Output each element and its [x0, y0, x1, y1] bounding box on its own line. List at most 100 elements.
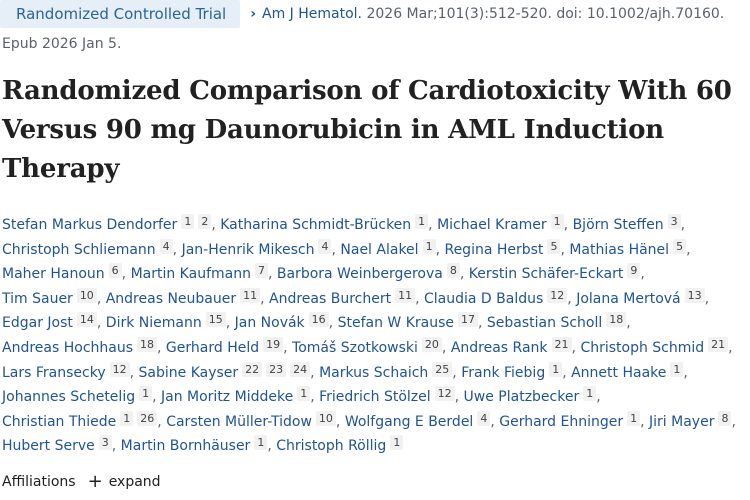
author-name-link[interactable]: Jan Moritz Middeke	[161, 389, 294, 406]
affiliation-ref-button[interactable]: 13	[684, 287, 705, 303]
affiliation-ref-button[interactable]: 10	[76, 287, 97, 303]
author-name-link[interactable]: Edgar Jost	[2, 315, 73, 332]
author-name-link[interactable]: Sebastian Scholl	[486, 315, 603, 332]
author-name-link[interactable]: Martin Kaufmann	[130, 266, 251, 283]
affiliation-ref-button[interactable]: 21	[551, 336, 572, 352]
author-name-link[interactable]: Martin Bornhäuser	[120, 438, 251, 455]
affiliation-ref-button[interactable]: 8	[446, 263, 460, 279]
affiliation-ref-button[interactable]: 11	[395, 287, 416, 303]
author-name-link[interactable]: Jan-Henrik Mikesch	[181, 241, 315, 258]
affiliation-ref-button[interactable]: 4	[318, 238, 332, 254]
affiliation-ref-button[interactable]: 1	[583, 386, 597, 402]
affiliation-ref-button[interactable]: 25	[432, 361, 453, 377]
affiliation-ref-button[interactable]: 6	[108, 263, 122, 279]
author-name-link[interactable]: Barbora Weinbergerova	[276, 266, 443, 283]
affiliation-ref-button[interactable]: 14	[76, 312, 97, 328]
affiliation-ref-button[interactable]: 1	[670, 361, 684, 377]
affiliation-ref-button[interactable]: 20	[421, 336, 442, 352]
author-name-link[interactable]: Gerhard Held	[165, 339, 260, 356]
affiliation-ref-button[interactable]: 8	[718, 410, 732, 426]
author-name-link[interactable]: Andreas Neubauer	[105, 290, 237, 307]
author-name-link[interactable]: Jolana Mertová	[576, 290, 681, 307]
affiliation-ref-button[interactable]: 19	[263, 336, 284, 352]
author-name-link[interactable]: Jiri Mayer	[649, 413, 715, 430]
affiliation-ref-button[interactable]: 24	[290, 361, 311, 377]
author-name-link[interactable]: Claudia D Baldus	[424, 290, 544, 307]
author-name-link[interactable]: Carsten Müller-Tidow	[166, 413, 312, 430]
affiliation-ref-button[interactable]: 4	[477, 410, 491, 426]
affiliation-ref-button[interactable]: 1	[627, 410, 641, 426]
author-name-link[interactable]: Mathias Hänel	[569, 241, 670, 258]
author-name-link[interactable]: Markus Schaich	[319, 364, 429, 381]
affiliation-ref-button[interactable]: 1	[181, 214, 195, 229]
author-name-link[interactable]: Lars Fransecky	[2, 364, 106, 381]
author-name-link[interactable]: Andreas Rank	[450, 339, 548, 356]
journal-link[interactable]: Am J Hematol.	[262, 6, 363, 22]
author-name-link[interactable]: Uwe Platzbecker	[463, 389, 580, 406]
author-name-link[interactable]: Kerstin Schäfer-Eckart	[468, 266, 624, 283]
author-name-link[interactable]: Wolfgang E Berdel	[344, 413, 474, 430]
affiliation-ref-button[interactable]: 1	[390, 435, 404, 451]
affiliation-ref-button[interactable]: 22	[242, 361, 263, 377]
author-name-link[interactable]: Tim Sauer	[2, 290, 73, 307]
author-item: Carsten Müller-Tidow 10,	[166, 410, 340, 430]
author-name-link[interactable]: Christoph Röllig	[276, 438, 387, 455]
affiliation-ref-button[interactable]: 17	[458, 312, 478, 328]
affiliation-ref-button[interactable]: 18	[606, 312, 627, 328]
author-separator: ,	[267, 438, 272, 455]
affiliation-ref-button[interactable]: 1	[415, 214, 429, 229]
affiliation-ref-button[interactable]: 12	[434, 386, 455, 402]
author-name-link[interactable]: Friedrich Stölzel	[319, 389, 431, 406]
affiliation-ref-button[interactable]: 1	[422, 238, 436, 254]
author-separator: ,	[640, 266, 645, 283]
affiliation-ref-button[interactable]: 12	[547, 287, 568, 303]
author-name-link[interactable]: Sabine Kayser	[138, 364, 239, 381]
affiliation-ref-button[interactable]: 1	[254, 435, 268, 451]
affiliation-ref-button[interactable]: 4	[159, 238, 173, 254]
affiliation-ref-button[interactable]: 9	[627, 263, 641, 279]
author-name-link[interactable]: Jan Novák	[234, 315, 305, 332]
affiliation-ref-button[interactable]: 5	[547, 238, 561, 254]
author-name-link[interactable]: Annett Haake	[571, 364, 667, 381]
author-name-link[interactable]: Andreas Burchert	[269, 290, 392, 307]
affiliation-ref-button[interactable]: 5	[673, 238, 687, 254]
author-name-link[interactable]: Christoph Schmid	[580, 339, 705, 356]
affiliation-ref-button[interactable]: 12	[109, 361, 130, 377]
author-separator: ,	[567, 290, 572, 307]
author-name-link[interactable]: Frank Fiebig	[461, 364, 546, 381]
affiliation-ref-button[interactable]: 7	[254, 263, 268, 279]
author-name-link[interactable]: Stefan Markus Dendorfer	[2, 217, 178, 233]
expand-affiliations-button[interactable]: + expand	[88, 472, 161, 491]
affiliation-ref-button[interactable]: 26	[137, 410, 158, 426]
author-name-link[interactable]: Tomáš Szotkowski	[292, 339, 418, 356]
affiliation-ref-button[interactable]: 3	[667, 214, 681, 229]
affiliation-ref-button[interactable]: 3	[98, 435, 112, 451]
author-name-link[interactable]: Hubert Serve	[2, 438, 95, 455]
author-name-link[interactable]: Regina Herbst	[444, 241, 544, 258]
author-name-link[interactable]: Gerhard Ehninger	[499, 413, 624, 430]
affiliation-ref-button[interactable]: 11	[240, 287, 261, 303]
author-name-link[interactable]: Katharina Schmidt-Brücken	[220, 217, 412, 233]
author-name-link[interactable]: Maher Hanoun	[2, 266, 105, 283]
affiliation-ref-button[interactable]: 21	[708, 336, 729, 352]
affiliation-ref-button[interactable]: 1	[120, 410, 134, 426]
author-name-link[interactable]: Dirk Niemann	[105, 315, 202, 332]
author-name-link[interactable]: Johannes Schetelig	[2, 389, 136, 406]
affiliation-ref-button[interactable]: 10	[315, 410, 336, 426]
affiliation-ref-button[interactable]: 23	[266, 361, 287, 377]
affiliation-ref-button[interactable]: 1	[297, 386, 311, 402]
author-name-link[interactable]: Christoph Schliemann	[2, 241, 156, 258]
affiliation-ref-button[interactable]: 1	[549, 361, 563, 377]
author-name-link[interactable]: Stefan W Krause	[337, 315, 454, 332]
affiliation-ref-button[interactable]: 15	[205, 312, 226, 328]
author-name-link[interactable]: Christian Thiede	[2, 413, 117, 430]
affiliation-ref-button[interactable]: 16	[308, 312, 329, 328]
affiliation-ref-button[interactable]: 18	[137, 336, 158, 352]
author-name-link[interactable]: Björn Steffen	[572, 217, 664, 233]
author-name-link[interactable]: Nael Alakel	[340, 241, 419, 258]
author-name-link[interactable]: Andreas Hochhaus	[2, 339, 134, 356]
author-name-link[interactable]: Michael Kramer	[437, 217, 547, 233]
affiliation-ref-button[interactable]: 1	[139, 386, 153, 402]
affiliation-ref-button[interactable]: 1	[550, 214, 564, 229]
affiliation-ref-button[interactable]: 2	[198, 214, 212, 229]
